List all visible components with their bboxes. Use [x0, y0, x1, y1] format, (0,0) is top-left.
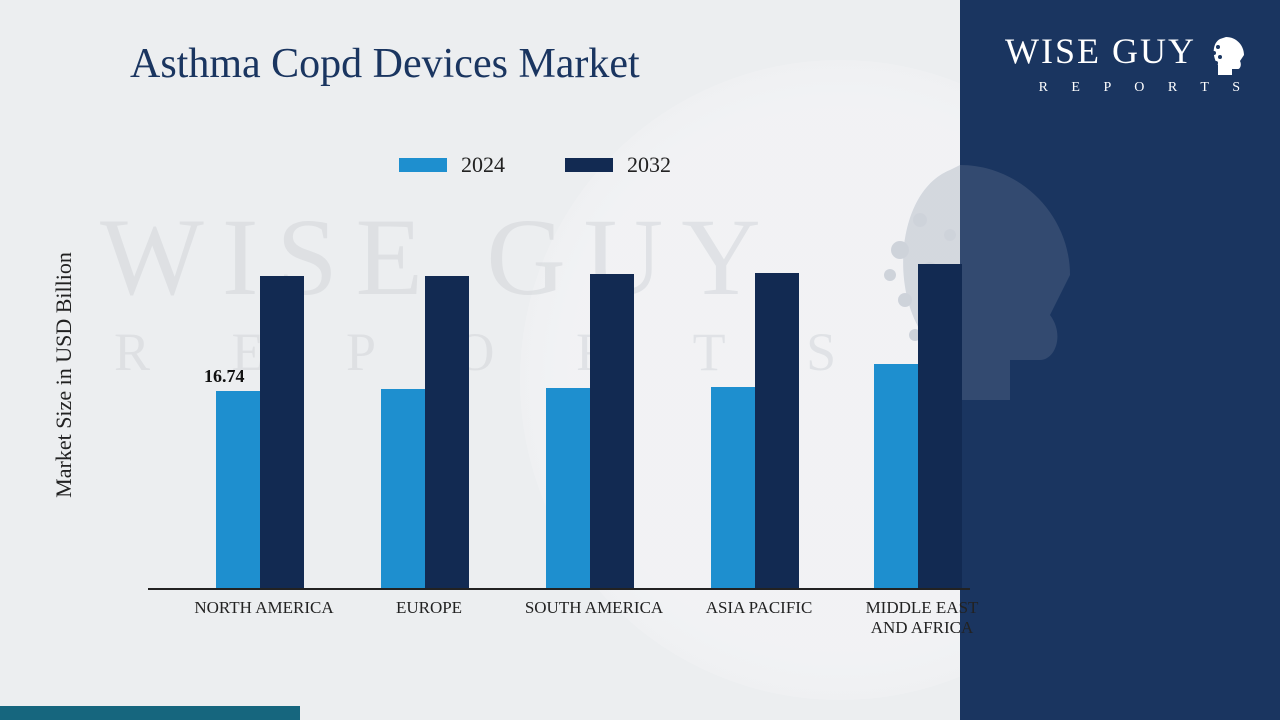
brand-sub: R E P O R T S: [1005, 80, 1250, 96]
bar: [546, 388, 590, 588]
bar: [755, 273, 799, 588]
y-axis-label: Market Size in USD Billion: [51, 252, 77, 498]
page-title: Asthma Copd Devices Market: [130, 40, 640, 88]
chart: Market Size in USD Billion 2024 2032 NOR…: [100, 160, 970, 590]
bar: [425, 276, 469, 588]
legend-item-2024: 2024: [399, 152, 505, 178]
page-root: WISE GUY R E P O R T S WISE GUY R E P O …: [0, 0, 1280, 720]
legend-item-2032: 2032: [565, 152, 671, 178]
legend-swatch-2024: [399, 158, 447, 172]
bar: [874, 364, 918, 588]
legend-swatch-2032: [565, 158, 613, 172]
x-axis-label: SOUTH AMERICA: [524, 598, 664, 618]
brand-head-icon: [1206, 35, 1250, 84]
x-axis-label: ASIA PACIFIC: [689, 598, 829, 618]
plot-area: NORTH AMERICA16.74EUROPESOUTH AMERICAASI…: [148, 190, 970, 590]
bar: [260, 276, 304, 588]
x-axis-baseline: [148, 588, 970, 590]
brand-main: WISE GUY: [1005, 31, 1196, 71]
brand-logo: WISE GUY R E P O R T S: [1005, 30, 1250, 96]
bar: [918, 264, 962, 588]
legend-label-2024: 2024: [461, 152, 505, 178]
bar: [711, 387, 755, 588]
bar: [590, 274, 634, 588]
value-label: 16.74: [204, 366, 245, 387]
legend: 2024 2032: [399, 152, 671, 178]
bar: [216, 391, 260, 588]
bar: [381, 389, 425, 588]
x-axis-label: NORTH AMERICA: [194, 598, 334, 618]
x-axis-label: EUROPE: [359, 598, 499, 618]
bottom-accent-bar: [0, 706, 300, 720]
x-axis-label: MIDDLE EAST AND AFRICA: [852, 598, 992, 639]
legend-label-2032: 2032: [627, 152, 671, 178]
